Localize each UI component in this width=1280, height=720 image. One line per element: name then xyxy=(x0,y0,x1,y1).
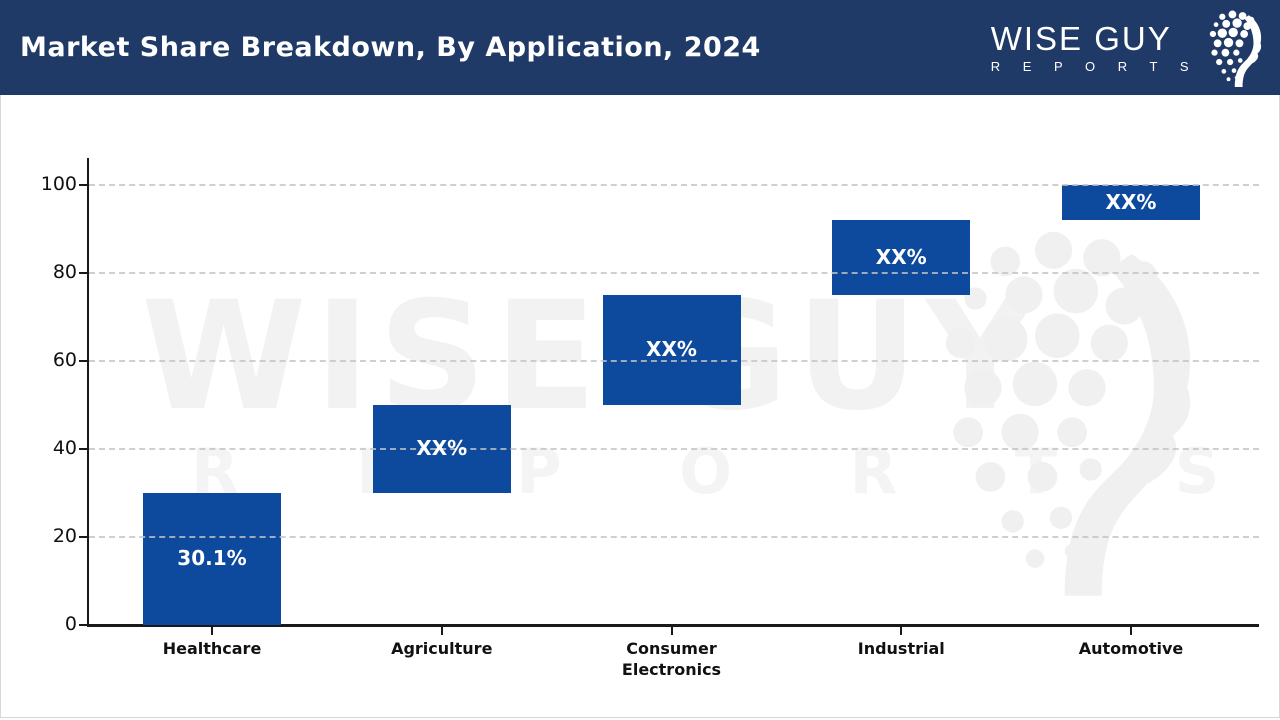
y-tick-mark-60 xyxy=(79,360,87,362)
x-tick-mark xyxy=(440,627,443,635)
bar-value-label: XX% xyxy=(875,244,927,269)
y-tick-label-20: 20 xyxy=(52,525,77,547)
category-label: Healthcare xyxy=(162,639,262,658)
logo-head-icon xyxy=(1209,10,1262,87)
x-axis-line xyxy=(87,624,1259,627)
gridline-80 xyxy=(89,272,1259,274)
gridline-60 xyxy=(89,360,1259,362)
category-label: Agriculture xyxy=(391,639,493,658)
logo-subtext: R E P O R T S xyxy=(990,58,1198,74)
bar-value-label: XX% xyxy=(646,337,697,361)
category-label: Consumer Electronics xyxy=(621,639,722,679)
y-tick-mark-0 xyxy=(79,624,87,626)
y-tick-mark-80 xyxy=(79,272,87,274)
y-tick-label-0: 0 xyxy=(64,613,77,635)
y-tick-mark-20 xyxy=(79,536,87,538)
category-label: Automotive xyxy=(1078,639,1184,658)
x-tick-mark xyxy=(900,627,903,635)
brand-logo: WISE GUY R E P O R T S xyxy=(991,8,1266,88)
header-bar: Market Share Breakdown, By Application, … xyxy=(0,0,1280,95)
y-tick-label-60: 60 xyxy=(52,349,77,371)
x-tick-mark xyxy=(1130,627,1132,635)
category-label: Industrial xyxy=(857,639,945,658)
bar-automotive xyxy=(1062,185,1200,221)
logo-wordmark: WISE GUY xyxy=(990,20,1172,58)
gridline-100 xyxy=(89,184,1259,186)
y-tick-label-40: 40 xyxy=(52,437,77,459)
y-tick-mark-100 xyxy=(79,184,87,186)
chart-panel: WISE GUY R E P O R T S xyxy=(0,95,1280,718)
bar-healthcare xyxy=(143,492,281,625)
bar-value-label: XX% xyxy=(416,435,468,460)
y-tick-mark-40 xyxy=(79,448,87,450)
bar-value-label: 30.1% xyxy=(177,545,247,570)
x-tick-mark xyxy=(670,627,673,635)
bar-industrial xyxy=(832,220,971,295)
y-tick-label-100: 100 xyxy=(40,173,77,195)
gridline-20 xyxy=(89,536,1259,538)
brand-logo-text: WISE GUY R E P O R T S xyxy=(991,22,1198,74)
x-tick-mark xyxy=(211,627,213,635)
gridline-40 xyxy=(89,448,1259,450)
page-title: Market Share Breakdown, By Application, … xyxy=(20,32,761,63)
bar-value-label: XX% xyxy=(1105,189,1157,214)
y-tick-label-80: 80 xyxy=(52,261,77,283)
bar-consumer-electronics xyxy=(602,295,741,405)
y-axis-line xyxy=(87,158,89,625)
